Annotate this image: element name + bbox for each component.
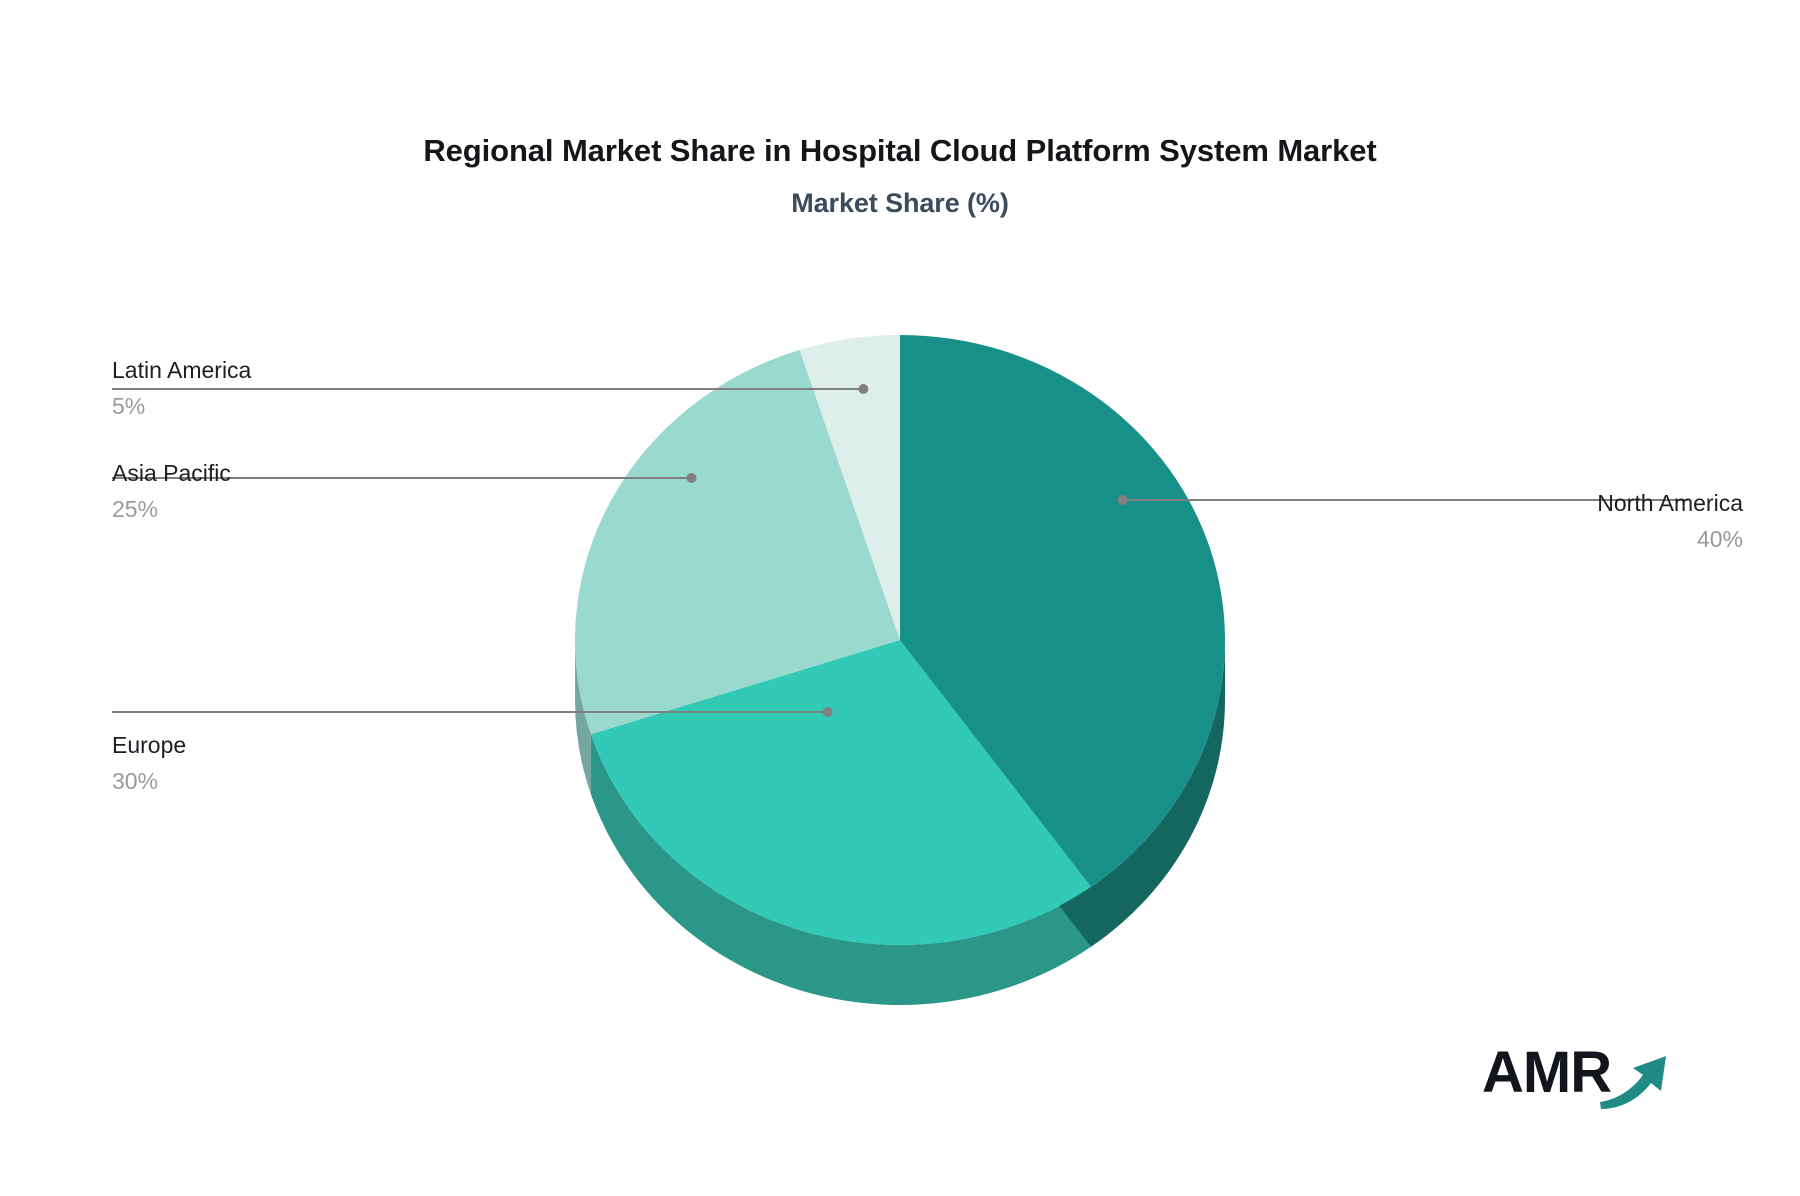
leader-dot-europe <box>822 707 833 717</box>
callout-label-asia-pacific: Asia Pacific <box>112 460 231 486</box>
pie-slice-north-america[interactable] <box>900 335 1225 887</box>
callout-north-america[interactable]: North America 40% <box>1597 488 1743 554</box>
callout-label-north-america: North America <box>1597 490 1743 516</box>
amr-logo: AMR <box>1482 1030 1672 1112</box>
pie-slice-europe[interactable] <box>590 640 1092 945</box>
callout-value-europe: 30% <box>112 768 159 794</box>
callout-latin-america[interactable]: Latin America 5% <box>112 355 251 421</box>
leader-dot-asia-pacific <box>686 473 697 483</box>
callout-value-north-america: 40% <box>1696 526 1743 552</box>
leader-lines <box>112 384 1688 717</box>
page-title: Regional Market Share in Hospital Cloud … <box>423 133 1377 168</box>
pie-slice-depth <box>1091 640 1225 947</box>
pie-slice-asia-pacific[interactable] <box>575 349 900 735</box>
pie-slice-depth <box>590 734 1092 1005</box>
callout-asia-pacific[interactable]: Asia Pacific 25% <box>112 458 231 524</box>
leader-dot-north-america <box>1117 495 1128 505</box>
pie-slices <box>575 335 1225 945</box>
amr-logo-text: AMR <box>1482 1040 1612 1105</box>
leader-dot-latin-america <box>858 384 869 394</box>
callout-value-latin-america: 5% <box>112 393 146 419</box>
chart-subtitle: Market Share (%) <box>791 188 1009 218</box>
callout-label-latin-america: Latin America <box>112 357 252 383</box>
growth-arrow-icon <box>1600 1056 1666 1109</box>
pie-slice-latin-america[interactable] <box>799 335 900 640</box>
pie-slice-depth <box>575 640 591 795</box>
callout-europe[interactable]: Europe 30% <box>112 730 186 796</box>
callout-value-asia-pacific: 25% <box>112 496 159 522</box>
callout-label-europe: Europe <box>112 732 187 758</box>
